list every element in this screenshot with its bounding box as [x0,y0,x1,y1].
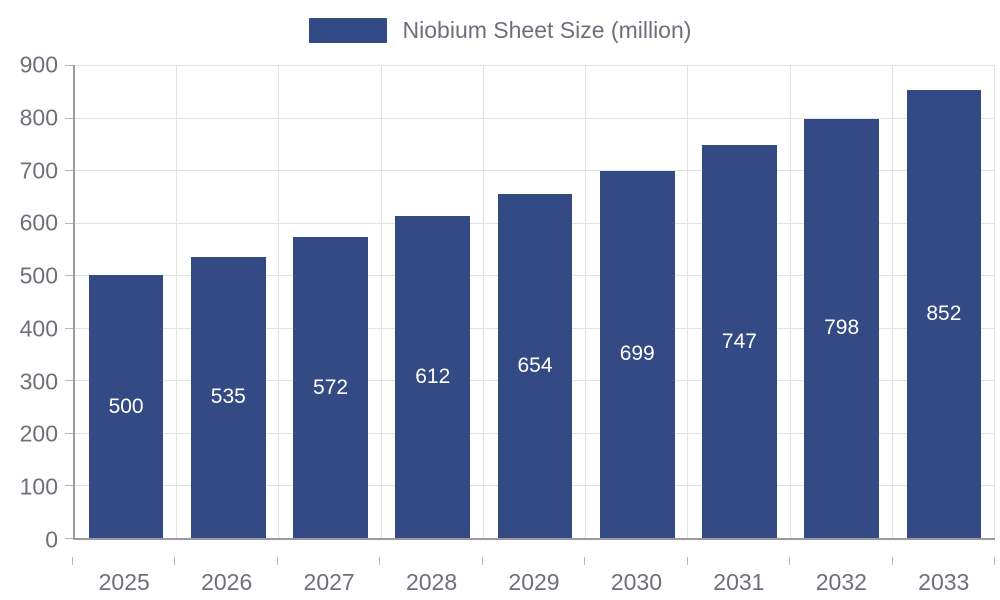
y-tick-mark [65,170,73,172]
bar-2028: 612 [395,216,471,538]
y-axis: 0 100 200 300 400 500 600 700 800 900 [0,52,58,553]
legend-swatch [308,18,387,43]
y-tick-label: 300 [19,368,58,395]
x-tick-label: 2025 [98,569,150,595]
bar-value-label: 747 [721,329,757,353]
x-tick-mark [891,557,893,565]
y-tick-mark [65,485,73,487]
x-tick-mark [379,557,381,565]
x-tick-label: 2032 [815,569,867,595]
gridline-vertical [176,65,178,538]
y-tick-mark [65,327,73,329]
gridline-horizontal [75,65,995,66]
y-tick-mark [65,380,73,382]
y-tick-label: 400 [19,315,58,342]
x-tick-mark [481,557,483,565]
y-tick-mark [65,538,73,539]
x-tick-label: 2028 [405,569,458,595]
x-tick-mark [789,557,791,565]
bar-2029: 654 [497,194,573,538]
bar-2031: 747 [702,145,777,538]
y-tick-label: 800 [19,104,58,131]
gridline-horizontal [75,117,995,119]
legend-item[interactable]: Niobium Sheet Size (million) [0,17,1000,44]
bar-value-label: 654 [517,354,553,378]
y-tick-label: 500 [19,262,58,289]
gridline-vertical [687,65,689,538]
bar-value-label: 798 [824,316,860,340]
gridline-vertical [585,65,587,538]
x-tick-label: 2033 [918,569,970,595]
x-tick-label: 2030 [610,569,663,595]
x-tick-mark [584,557,586,565]
bar-2032: 798 [804,118,879,538]
x-tick-mark [994,557,995,565]
x-axis: 2025 2026 2027 2028 2029 2030 2031 2032 2033 [72,557,995,595]
gridline-vertical [994,65,995,538]
bar-value-label: 852 [926,302,962,326]
x-tick-label: 2029 [508,569,560,595]
bar-value-label: 612 [415,365,451,389]
y-tick-label: 100 [19,473,58,500]
x-tick-mark [174,557,176,565]
y-tick-mark [65,117,73,119]
bar-2026: 535 [191,256,266,538]
plot-area: 500 535 572 612 654 699 747 798 852 [65,65,995,540]
y-tick-mark [65,65,73,66]
y-tick-mark [65,275,73,277]
x-tick-mark [276,557,278,565]
legend-label: Niobium Sheet Size (million) [402,17,692,43]
y-tick-label: 200 [19,420,58,447]
gridline-vertical [891,65,893,538]
x-tick-label: 2027 [303,569,355,595]
gridline-vertical [789,65,791,538]
bar-value-label: 535 [210,385,246,409]
gridline-vertical [278,65,280,538]
x-tick-mark [686,557,688,565]
y-tick-label: 900 [19,51,58,78]
y-tick-label: 600 [19,209,58,236]
bar-2033: 852 [906,90,982,538]
gridline-vertical [380,65,382,538]
bar-value-label: 572 [313,375,349,399]
y-tick-label: 0 [45,526,58,553]
y-tick-label: 700 [19,157,58,184]
bar-2030: 699 [599,170,675,538]
x-tick-label: 2031 [713,569,765,595]
y-tick-mark [65,432,73,434]
bar-2025: 500 [88,275,164,538]
bar-value-label: 500 [108,394,144,418]
bar-value-label: 699 [619,342,655,366]
gridline-horizontal [75,170,995,172]
x-tick-mark [72,557,73,565]
x-tick-label: 2026 [201,569,253,595]
bar-2027: 572 [293,237,368,538]
gridline-vertical [482,65,484,538]
y-tick-mark [65,222,73,224]
